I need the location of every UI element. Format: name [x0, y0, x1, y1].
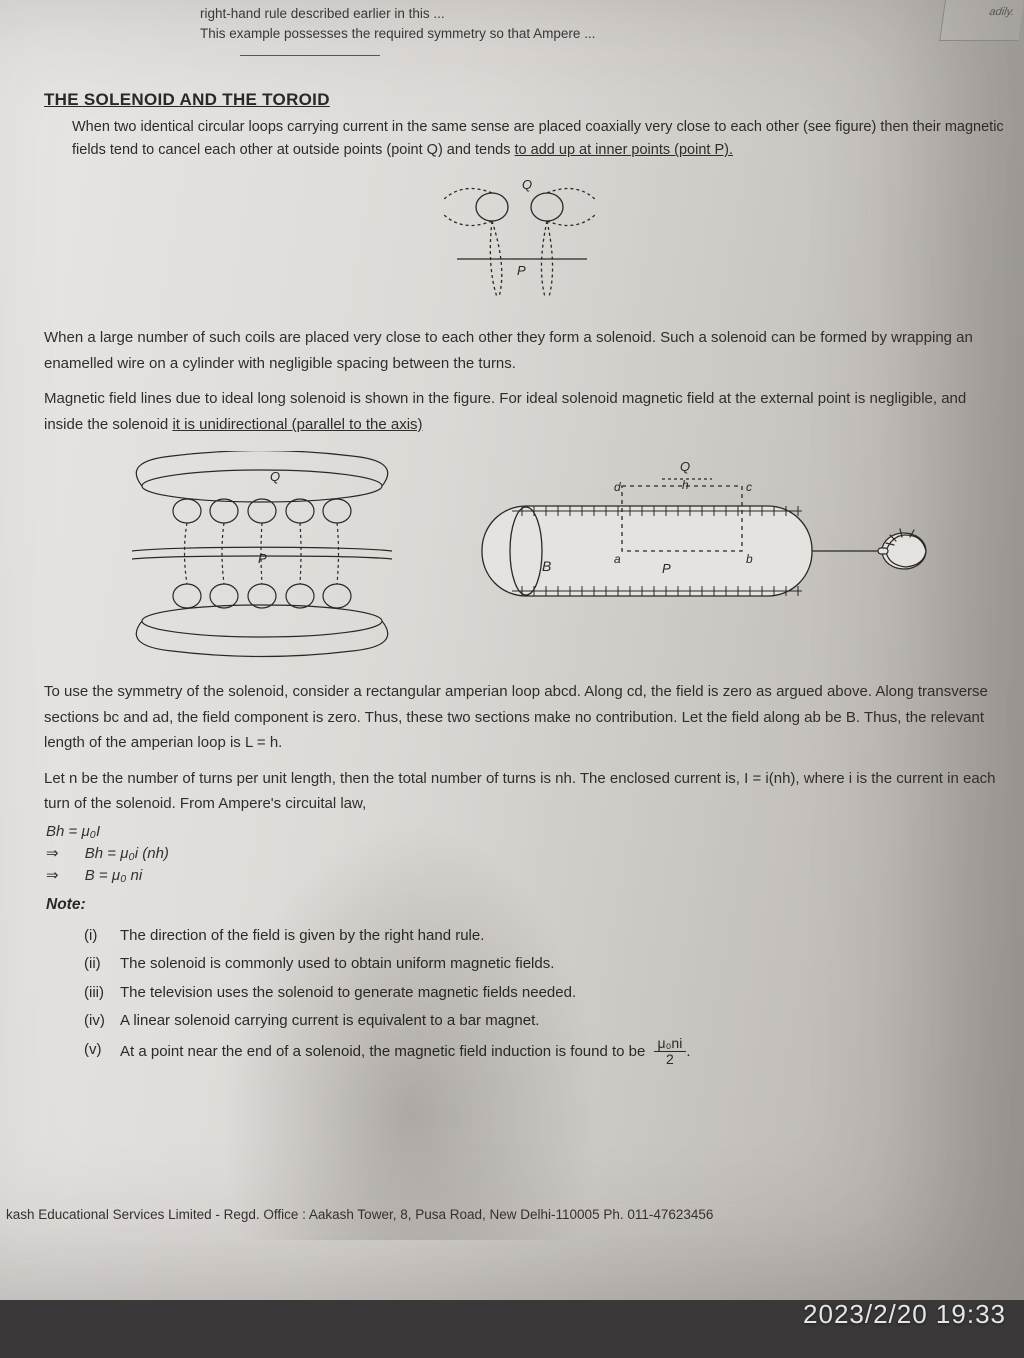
note-heading: Note: [46, 896, 1004, 914]
para3-underline: it is unidirectional (parallel to the ax… [172, 416, 422, 433]
paragraph-4: To use the symmetry of the solenoid, con… [44, 679, 1004, 756]
note3-text: The television uses the solenoid to gene… [120, 984, 576, 1001]
note-list: (i) The direction of the field is given b… [84, 922, 1004, 1068]
num-i: (i) [84, 922, 97, 951]
paragraph-1: When two identical circular loops carryi… [72, 116, 1004, 164]
equation-3: ⇒ B = μ₀ ni [46, 866, 1004, 884]
long-solenoid-svg: Q h d c a b B P [452, 451, 932, 641]
figure-two-loops: Q P [40, 177, 1004, 307]
fig3-d: d [614, 480, 621, 494]
fig3-a: a [614, 552, 621, 566]
fig1-q: Q [522, 177, 532, 192]
fig3-Q: Q [680, 459, 690, 474]
camera-timestamp: 2023/2/20 19:33 [803, 1299, 1006, 1330]
implies-arrow-1: ⇒ [46, 845, 59, 862]
fig3-B: B [542, 558, 551, 574]
para1-underline: to add up at inner points (point P). [515, 142, 733, 158]
num-ii: (ii) [84, 950, 101, 979]
page-footer: kash Educational Services Limited - Regd… [0, 1207, 1024, 1222]
fig3-b: b [746, 552, 753, 566]
fig3-h: h [682, 478, 689, 492]
note-item-1: (i) The direction of the field is given b… [84, 922, 1004, 951]
equation-2: ⇒ Bh = μ₀i (nh) [46, 844, 1004, 862]
right-hand-icon [878, 529, 926, 569]
frac-bot: 2 [654, 1052, 687, 1067]
num-iv: (iv) [84, 1007, 105, 1036]
section-heading: THE SOLENOID AND THE TOROID [44, 90, 1004, 110]
paragraph-5: Let n be the number of turns per unit le… [44, 766, 1004, 817]
num-v: (v) [84, 1036, 102, 1065]
fig1-p: P [517, 263, 526, 278]
textbook-page: adily. right-hand rule described earlier… [0, 0, 1024, 1300]
fig3-c: c [746, 480, 752, 494]
fig2-p: P [258, 551, 267, 566]
frag-line-1: right-hand rule described earlier in thi… [200, 6, 445, 21]
note4-text: A linear solenoid carrying current is eq… [120, 1012, 539, 1029]
eq2-text: Bh = μ₀i (nh) [85, 845, 169, 862]
top-fragment: right-hand rule described earlier in thi… [0, 0, 1024, 66]
num-iii: (iii) [84, 979, 104, 1008]
fraction: μ₀ni 2 [654, 1036, 687, 1068]
note5-text: At a point near the end of a solenoid, t… [120, 1043, 645, 1060]
divider [240, 55, 380, 56]
eq3-text: B = μ₀ ni [85, 867, 142, 884]
equation-1: Bh = μ₀I [46, 823, 1004, 840]
note2-text: The solenoid is commonly used to obtain … [120, 955, 554, 972]
fig3-P: P [662, 561, 671, 576]
frag-line-2: This example possesses the required symm… [200, 26, 595, 41]
paragraph-3: Magnetic field lines due to ideal long s… [44, 386, 1004, 437]
fig2-q: Q [270, 469, 280, 484]
corner-tab: adily. [939, 0, 1024, 41]
short-solenoid-svg: Q P [112, 451, 412, 661]
two-loops-svg: Q P [437, 177, 607, 307]
paragraph-2: When a large number of such coils are pl… [44, 325, 1004, 376]
note-item-4: (iv) A linear solenoid carrying current i… [84, 1007, 1004, 1036]
note-item-2: (ii) The solenoid is commonly used to obt… [84, 950, 1004, 979]
frac-top: μ₀ni [654, 1036, 687, 1052]
note1-text: The direction of the field is given by t… [120, 927, 484, 944]
figure-row-solenoid: Q P [40, 451, 1004, 661]
note-item-5: (v) At a point near the end of a solenoi… [84, 1036, 1004, 1068]
implies-arrow-2: ⇒ [46, 867, 59, 884]
note-item-3: (iii) The television uses the solenoid to… [84, 979, 1004, 1008]
